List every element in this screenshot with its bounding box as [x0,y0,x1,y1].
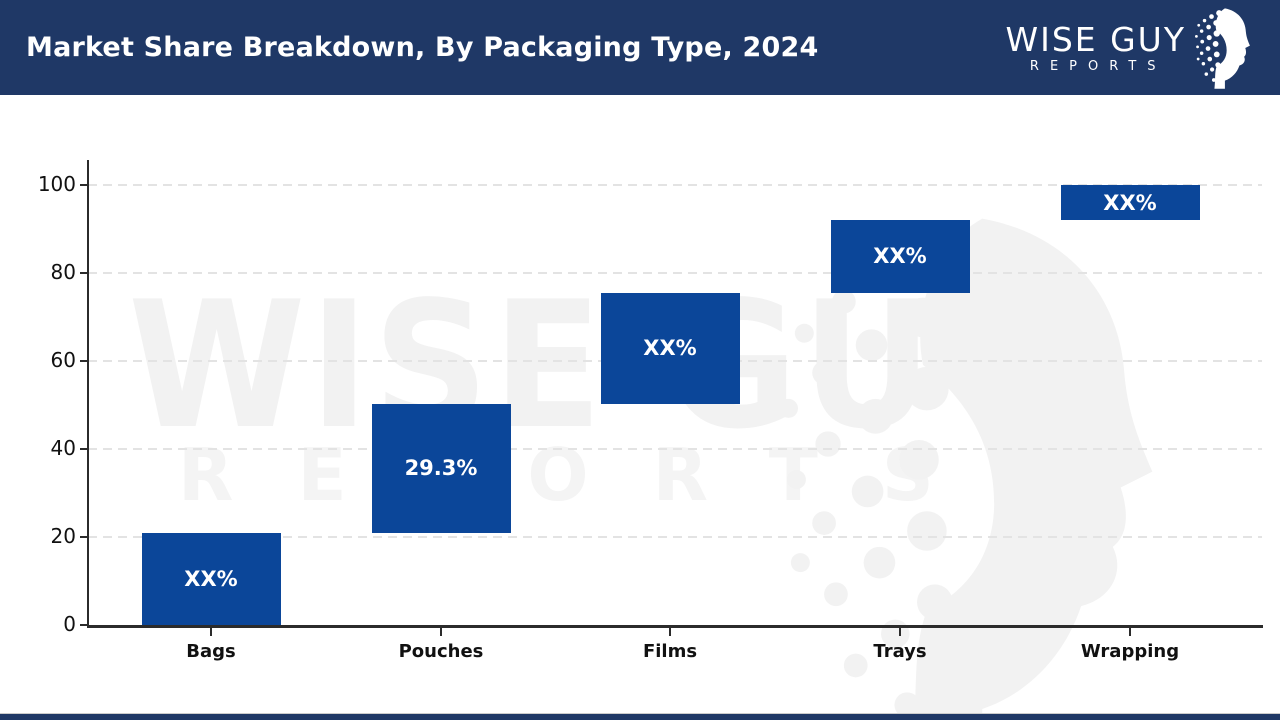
y-axis-tick [80,536,88,538]
logo-subtitle: REPORTS [1029,58,1167,74]
bar-label: XX% [1103,190,1157,215]
x-axis-line [87,625,1263,628]
page-title: Market Share Breakdown, By Packaging Typ… [26,32,819,63]
x-tick-label: Trays [873,641,927,662]
gridline [88,448,1262,450]
y-tick-label: 60 [50,348,76,372]
bar: XX% [1060,185,1200,221]
watermark-subtitle: REPORTS [178,433,998,517]
x-axis-tick [899,628,901,636]
y-axis-line [87,160,89,627]
y-axis-tick [80,272,88,274]
x-axis-tick [669,628,671,636]
chart-area: WISE GUY REPORTS 0 20 40 60 80 100 XX% Bags 29.3… [0,95,1280,714]
x-tick-label: Bags [186,641,236,662]
logo-wordmark: WISE GUY [1005,19,1186,59]
footer-bar [0,713,1280,720]
x-axis-tick [210,628,212,636]
y-axis-tick [80,448,88,450]
x-axis-tick [1129,628,1131,636]
bar-label: XX% [184,566,238,591]
header-bar: Market Share Breakdown, By Packaging Typ… [0,0,1280,95]
bar-label: 29.3% [404,456,478,481]
wise-guy-face-icon [1190,7,1254,89]
y-tick-label: 80 [50,260,76,284]
x-tick-label: Pouches [398,641,484,662]
wise-guy-reports-logo: WISE GUY REPORTS [1005,7,1254,89]
bar: XX% [600,292,740,404]
x-axis-tick [440,628,442,636]
y-tick-label: 40 [50,436,76,460]
x-tick-label: Films [642,641,698,662]
bar-label: XX% [873,244,927,269]
y-tick-label: 0 [63,612,76,636]
x-tick-label: Wrapping [1080,641,1180,662]
y-axis-tick [80,184,88,186]
bar: XX% [830,220,970,293]
gridline [88,184,1262,186]
y-axis-tick [80,360,88,362]
y-tick-label: 20 [50,524,76,548]
gridline [88,272,1262,274]
bar-label: XX% [643,336,697,361]
gridline [88,536,1262,538]
watermark-wordmark: WISE GUY [128,265,1057,468]
y-axis-tick [80,624,88,626]
bar: 29.3% [371,403,511,533]
logo-text: WISE GUY REPORTS [1005,23,1186,73]
y-tick-label: 100 [37,172,76,196]
bar: XX% [141,532,281,625]
